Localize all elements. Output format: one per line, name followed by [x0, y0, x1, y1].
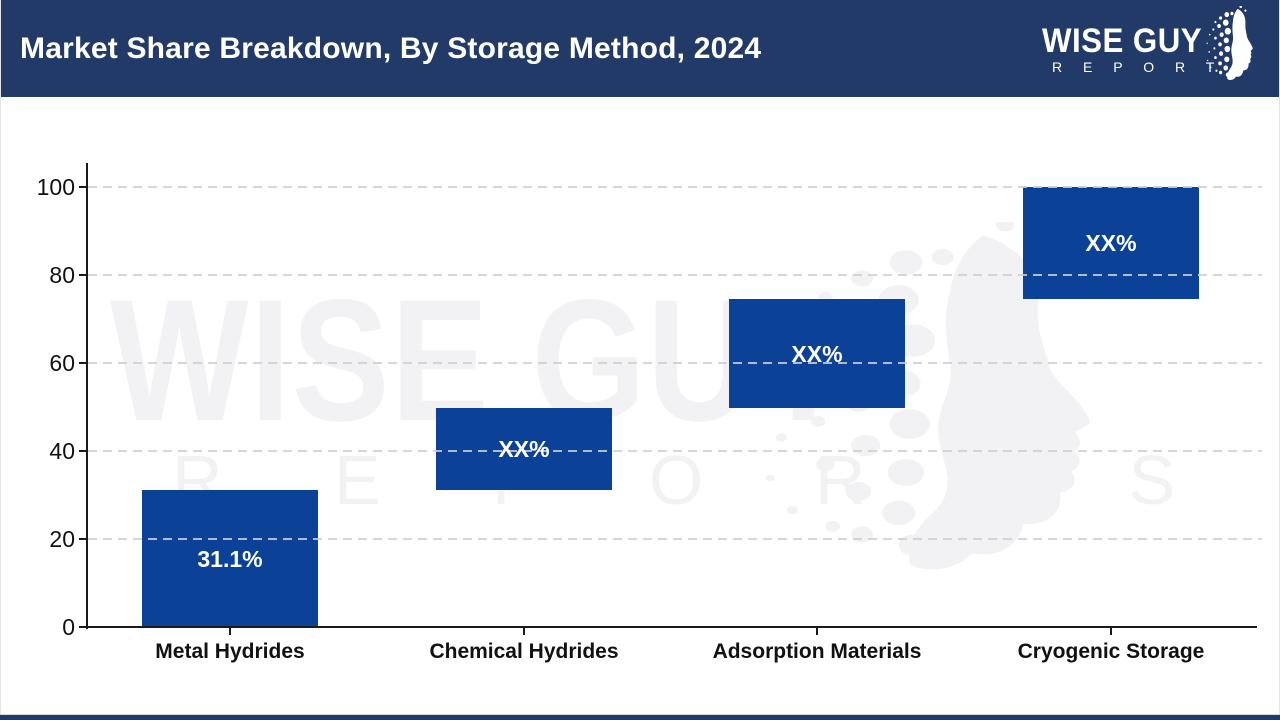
y-tick-label-100: 100 — [36, 174, 75, 200]
y-tick-60 — [79, 362, 86, 364]
footer-bar — [0, 715, 1280, 720]
bar-chemical-hydrides — [436, 407, 612, 491]
x-category-label: Adsorption Materials — [712, 640, 922, 663]
bar-value-label: XX% — [498, 436, 550, 463]
y-tick-label-80: 80 — [49, 262, 75, 288]
x-category-label: Cryogenic Storage — [1017, 640, 1205, 663]
gridline-20 — [88, 538, 1262, 540]
x-tick-1 — [229, 628, 231, 635]
y-tick-100 — [79, 186, 86, 188]
gridline-40 — [88, 450, 1262, 452]
y-tick-40 — [79, 450, 86, 452]
bar-value-label: XX% — [791, 340, 843, 367]
bar-metal-hydrides — [142, 490, 318, 627]
bar-adsorption-materials — [729, 299, 905, 408]
y-tick-label-40: 40 — [49, 438, 75, 464]
bar-cryogenic-storage — [1023, 187, 1199, 300]
y-tick-20 — [79, 538, 86, 540]
bar-value-label: XX% — [1085, 230, 1137, 257]
wise-guy-reports-logo: WISE GUY R E P O R T S — [1004, 4, 1270, 94]
y-tick-label-60: 60 — [49, 350, 75, 376]
page-title: Market Share Breakdown, By Storage Metho… — [20, 31, 762, 65]
x-tick-2 — [523, 628, 525, 635]
y-axis-spine — [86, 163, 88, 629]
y-tick-label-20: 20 — [49, 526, 75, 552]
header-bar: Market Share Breakdown, By Storage Metho… — [0, 0, 1280, 97]
x-axis-spine — [86, 626, 1257, 628]
x-category-label: Metal Hydrides — [155, 640, 305, 663]
y-tick-label-0: 0 — [62, 614, 75, 640]
y-tick-0 — [79, 626, 86, 628]
footer-hairline — [0, 714, 1280, 715]
logo-wordmark: WISE GUY — [1042, 22, 1203, 60]
gridline-100 — [88, 186, 1262, 188]
x-category-label: Chemical Hydrides — [429, 640, 619, 663]
x-tick-3 — [816, 628, 818, 635]
bar-value-label: 31.1% — [197, 545, 263, 572]
logo-subtext: R E P O R T S — [1052, 59, 1253, 75]
x-tick-4 — [1110, 628, 1112, 635]
y-tick-80 — [79, 274, 86, 276]
gridline-60 — [88, 362, 1262, 364]
gridline-80 — [88, 274, 1262, 276]
logo-head-icon — [1206, 6, 1253, 81]
